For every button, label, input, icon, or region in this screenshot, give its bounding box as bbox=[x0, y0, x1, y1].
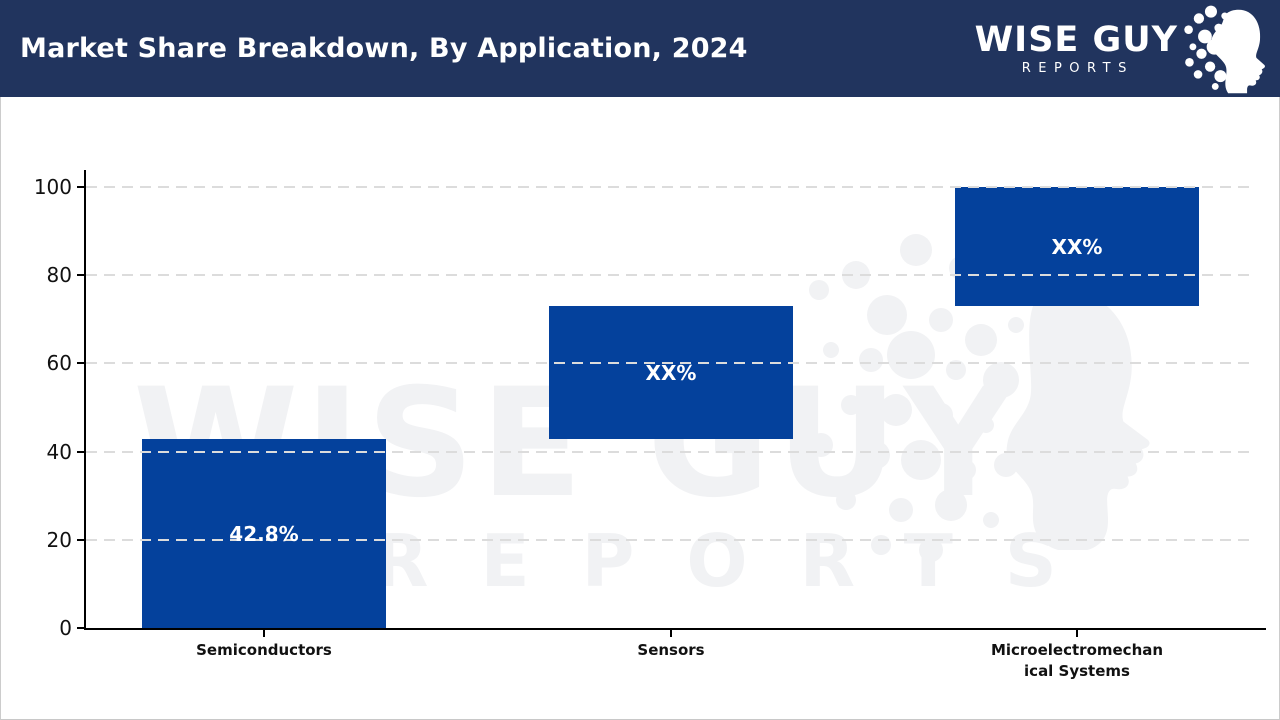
x-tick-mark bbox=[263, 630, 265, 637]
y-tick-label: 60 bbox=[46, 351, 72, 375]
x-tick-mark bbox=[1076, 630, 1078, 637]
y-tick-mark bbox=[77, 451, 84, 453]
y-axis-line bbox=[84, 170, 86, 630]
x-category-label-line: ical Systems bbox=[1024, 662, 1130, 680]
y-tick-label: 0 bbox=[59, 616, 72, 640]
brand-logo: WISE GUY REPORTS bbox=[975, 3, 1266, 95]
brand-logo-text: WISE GUY REPORTS bbox=[974, 19, 1178, 76]
gridline-20 bbox=[86, 539, 1255, 541]
watermark-head-icon bbox=[1006, 290, 1150, 550]
x-category-label-line: Sensors bbox=[637, 641, 705, 659]
bar-semiconductors bbox=[142, 439, 386, 628]
logo-wordmark: WISE GUY bbox=[974, 19, 1178, 60]
y-tick-mark bbox=[77, 539, 84, 541]
gridline-40 bbox=[86, 451, 1255, 453]
logo-subtitle: REPORTS bbox=[1021, 60, 1134, 76]
x-axis-line bbox=[84, 628, 1266, 630]
x-category-label: Microelectromechan ical Systems bbox=[991, 640, 1163, 682]
bar-value-label: XX% bbox=[645, 360, 697, 385]
bar-value-label: 42.8% bbox=[229, 521, 299, 546]
bar-sensors bbox=[549, 306, 793, 439]
logo-face-icon bbox=[1184, 5, 1265, 93]
x-tick-mark bbox=[670, 630, 672, 637]
y-tick-label: 80 bbox=[46, 263, 72, 287]
y-tick-mark bbox=[77, 362, 84, 364]
gridline-80 bbox=[86, 274, 1255, 276]
x-category-label: Semiconductors bbox=[196, 640, 332, 661]
y-tick-mark bbox=[77, 186, 84, 188]
y-tick-mark bbox=[77, 627, 84, 629]
y-tick-mark bbox=[77, 274, 84, 276]
gridline-100 bbox=[86, 186, 1255, 188]
x-category-label-line: Semiconductors bbox=[196, 641, 332, 659]
chart-title: Market Share Breakdown, By Application, … bbox=[20, 33, 748, 64]
gridline-60 bbox=[86, 362, 1255, 364]
y-tick-label: 100 bbox=[33, 175, 72, 199]
x-category-label-line: Microelectromechan bbox=[990, 641, 1164, 659]
x-category-label: Sensors bbox=[637, 640, 704, 661]
watermark-subtitle: REPORTS bbox=[373, 519, 1109, 603]
y-tick-label: 20 bbox=[46, 528, 72, 552]
bar-value-label: XX% bbox=[1051, 234, 1103, 259]
header-bar: Market Share Breakdown, By Application, … bbox=[0, 0, 1280, 97]
y-tick-label: 40 bbox=[46, 440, 72, 464]
